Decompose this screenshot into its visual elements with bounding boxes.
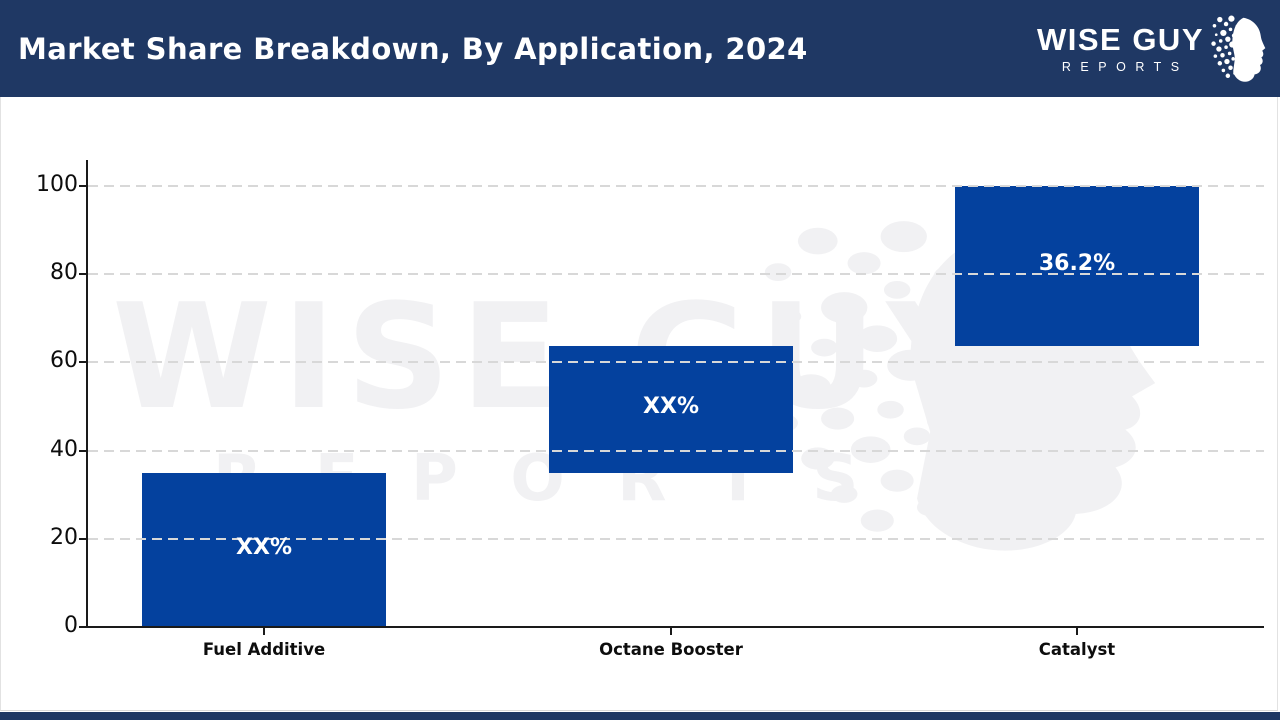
x-axis-category-label: Octane Booster [599,640,743,659]
y-axis-tick-label: 80 [50,260,78,286]
x-axis-line [86,626,1264,628]
gridline [88,273,1264,276]
x-axis-category-label: Fuel Additive [202,640,326,659]
y-axis-line [86,160,88,628]
x-axis-tick [263,628,265,635]
bar-value-label: XX% [236,534,292,560]
y-axis-tick [79,626,87,628]
gridline [88,185,1264,187]
gridline [88,449,1264,452]
logo-face-icon [1211,15,1266,82]
bar-value-label: XX% [643,394,699,420]
bar-value-label: 36.2% [1038,250,1116,276]
y-axis-tick [79,537,87,540]
y-axis-tick-label: 60 [50,348,78,374]
gridline [88,361,1264,364]
y-axis-tick-label: 40 [50,436,78,462]
y-axis-tick [79,449,87,452]
page-title: Market Share Breakdown, By Application, … [18,32,808,66]
x-axis-category-label: Catalyst [1038,640,1116,659]
wiseguy-logo: WISE GUY REPORTS [1037,9,1268,89]
y-axis-tick-label: 100 [36,172,78,197]
y-axis-tick [79,185,87,187]
y-axis-tick [79,273,87,276]
logo-line1: WISE GUY [1036,22,1204,57]
y-axis-tick-label: 20 [50,524,78,550]
x-axis-tick [670,628,672,635]
header-band: Market Share Breakdown, By Application, … [0,0,1280,97]
gridline [88,537,1264,540]
bar-segment [955,186,1199,346]
logo-line2: REPORTS [1061,60,1189,74]
y-axis-tick [79,361,87,364]
logo-wordmark: WISE GUY REPORTS [1037,23,1204,75]
y-axis-tick-label: 0 [64,613,78,638]
bar-segment [142,472,386,627]
x-axis-tick [1076,628,1078,635]
footer-band [0,712,1280,720]
